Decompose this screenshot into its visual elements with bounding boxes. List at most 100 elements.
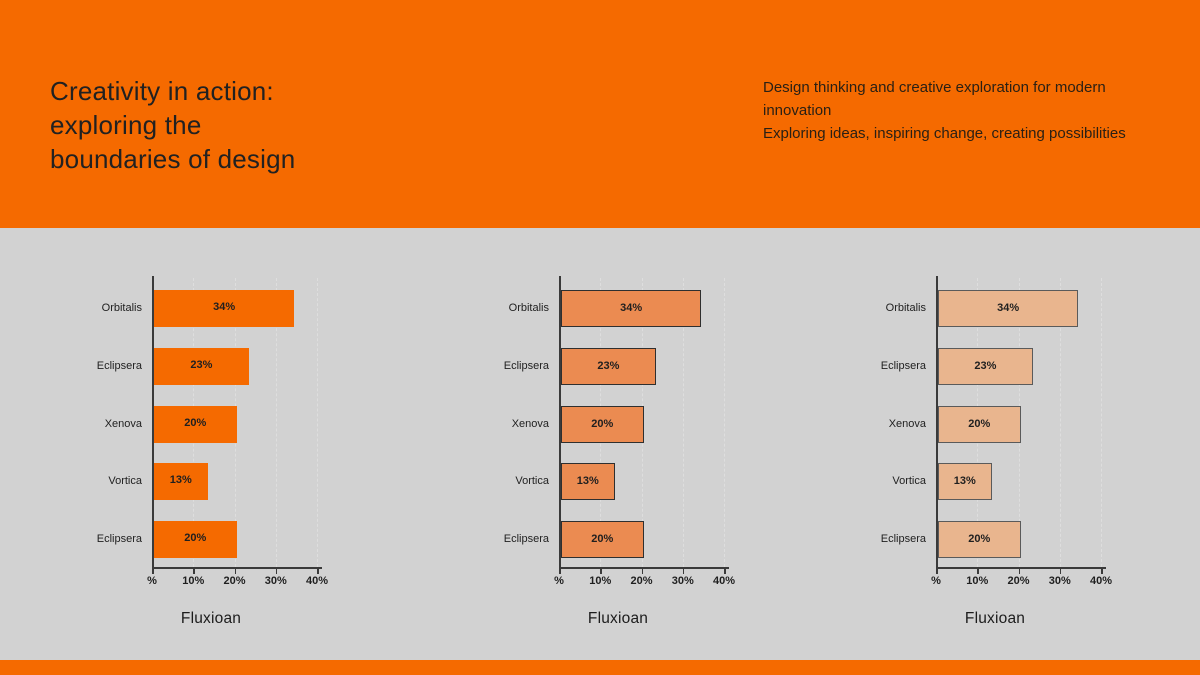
bar: 34% [154, 290, 295, 327]
gridline [724, 278, 725, 567]
category-label: Eclipsera [503, 359, 549, 372]
gridline [1059, 278, 1061, 567]
bar: 20% [938, 405, 1021, 443]
header-subtitle: Design thinking and creative exploration… [763, 76, 1151, 145]
x-tick-mark [559, 569, 561, 574]
bar-value-label: 13% [169, 474, 192, 487]
y-axis-line [152, 276, 154, 569]
y-axis-line [559, 276, 561, 569]
bar-value-label: 23% [597, 359, 620, 372]
category-label: Xenova [511, 417, 549, 430]
bar: 20% [154, 405, 237, 443]
bar-value-label: 34% [213, 301, 236, 313]
bar-value-label: 13% [953, 475, 976, 488]
footer-band [0, 660, 1200, 675]
bar-value-label: 23% [974, 359, 997, 372]
x-tick-mark [936, 569, 938, 574]
bar-value-label: 20% [591, 417, 614, 430]
x-tick-label: % [554, 575, 564, 587]
bar-chart-2: Fluxioan % 10% 20% 30% 40% Orbitalis 34% Eclips… [495, 270, 749, 640]
category-label: Vortica [892, 475, 926, 488]
category-label: Vortica [108, 475, 142, 488]
x-tick-label: % [147, 575, 157, 587]
chart-caption: Fluxioan [587, 610, 649, 627]
gridline [275, 278, 277, 567]
x-tick-mark [682, 569, 685, 574]
gridline [682, 278, 684, 567]
x-tick-mark [1018, 569, 1020, 574]
x-tick-mark [977, 569, 979, 574]
category-label: Xenova [104, 417, 142, 430]
gridline [317, 278, 318, 567]
x-tick-label: % [931, 575, 941, 587]
x-tick-label: 20% [223, 575, 246, 587]
bar-value-label: 34% [997, 302, 1020, 314]
x-tick-mark [1059, 569, 1062, 574]
category-label: Eclipsera [880, 359, 926, 372]
category-label: Eclipsera [96, 533, 142, 545]
x-tick-mark [317, 569, 319, 574]
x-tick-label: 30% [264, 575, 287, 587]
page-title: Creativity in action: exploring the boun… [50, 76, 296, 174]
x-tick-label: 10% [589, 575, 612, 587]
category-label: Vortica [515, 475, 549, 488]
x-tick-mark [275, 569, 278, 574]
x-tick-label: 20% [1007, 575, 1030, 587]
bar: 20% [154, 521, 237, 558]
x-tick-mark [234, 569, 236, 574]
chart-caption: Fluxioan [964, 610, 1026, 627]
bar-chart-1: Fluxioan % 10% 20% 30% 40% Orbitalis 34% Eclips… [88, 270, 342, 640]
x-tick-label: 40% [1089, 575, 1113, 587]
bar-value-label: 20% [184, 416, 207, 429]
header-band: Creativity in action: exploring the boun… [0, 0, 1200, 228]
bar-value-label: 20% [591, 533, 614, 545]
gridline [1101, 278, 1102, 567]
subtitle-line-2: Exploring ideas, inspiring change, creat… [763, 125, 1126, 142]
bar: 20% [561, 405, 644, 443]
bar: 13% [938, 463, 992, 501]
category-label: Orbitalis [101, 302, 142, 314]
bar-value-label: 13% [576, 475, 599, 488]
bar: 20% [561, 521, 644, 558]
bar: 20% [938, 521, 1021, 558]
x-axis-line [936, 567, 1106, 569]
bar: 34% [561, 290, 702, 327]
category-label: Eclipsera [880, 533, 926, 545]
bar: 13% [154, 463, 208, 501]
x-tick-mark [1101, 569, 1103, 574]
x-axis-line [559, 567, 729, 569]
bar: 23% [561, 347, 656, 385]
x-tick-label: 10% [182, 575, 205, 587]
bar: 23% [938, 347, 1033, 385]
bar-value-label: 23% [190, 358, 213, 371]
chart-caption: Fluxioan [180, 610, 242, 627]
x-axis-line [152, 567, 322, 569]
bar-chart-3: Fluxioan % 10% 20% 30% 40% Orbitalis 34% Eclips… [872, 270, 1126, 640]
x-tick-label: 30% [1048, 575, 1071, 587]
category-label: Eclipsera [503, 533, 549, 545]
x-tick-mark [193, 569, 195, 574]
bar-value-label: 34% [620, 302, 643, 314]
y-axis-line [936, 276, 938, 569]
bar: 23% [154, 347, 249, 385]
category-label: Eclipsera [96, 359, 142, 372]
x-tick-mark [641, 569, 643, 574]
x-tick-label: 20% [630, 575, 653, 587]
bar-value-label: 20% [968, 417, 991, 430]
x-tick-label: 30% [671, 575, 694, 587]
category-label: Orbitalis [508, 302, 549, 314]
x-tick-label: 10% [966, 575, 989, 587]
bar-value-label: 20% [184, 532, 207, 544]
x-tick-mark [724, 569, 726, 574]
bar: 34% [938, 290, 1079, 327]
x-tick-mark [600, 569, 602, 574]
bar: 13% [561, 463, 615, 501]
subtitle-line-1: Design thinking and creative exploration… [763, 79, 1106, 119]
x-tick-label: 40% [305, 575, 329, 587]
x-tick-mark [152, 569, 154, 574]
category-label: Xenova [888, 417, 926, 430]
x-tick-label: 40% [712, 575, 736, 587]
category-label: Orbitalis [885, 302, 926, 314]
bar-value-label: 20% [968, 533, 991, 545]
